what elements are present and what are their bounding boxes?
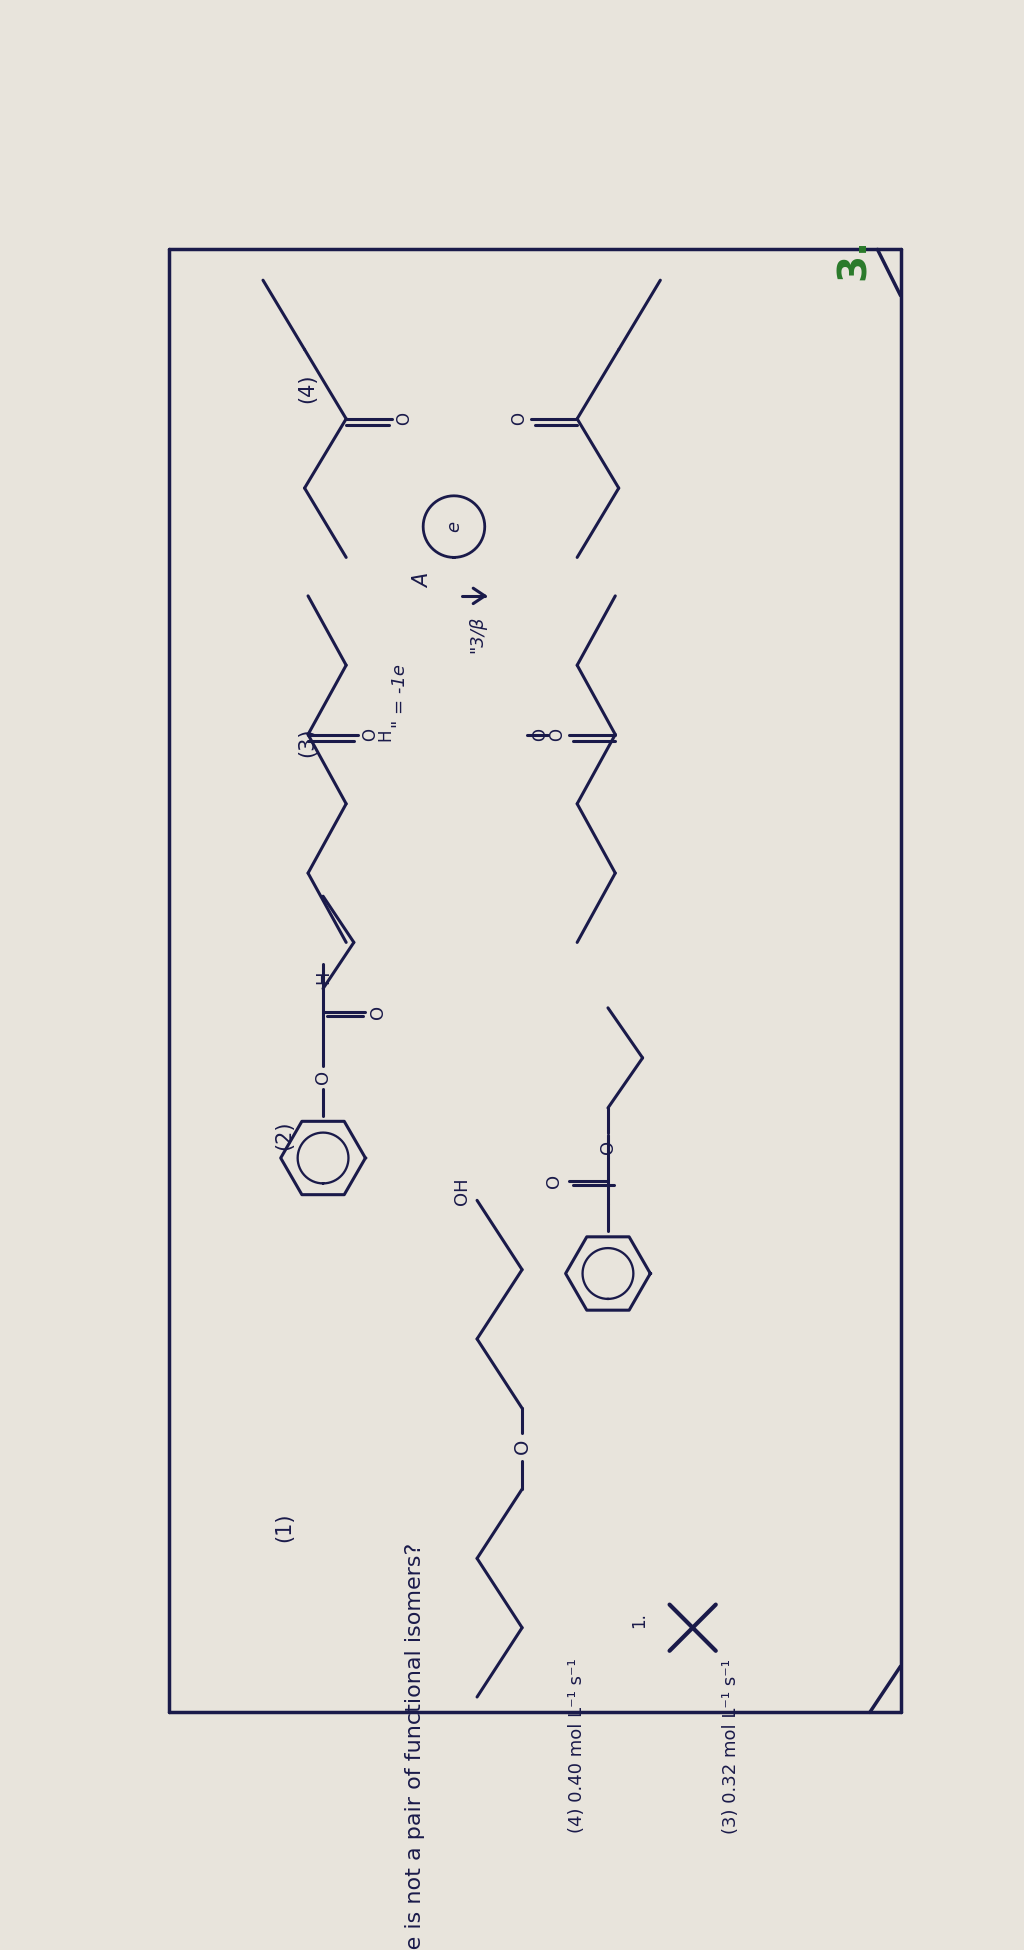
Text: H: H <box>376 727 394 741</box>
Text: O: O <box>370 1004 387 1018</box>
Text: (3): (3) <box>298 727 317 757</box>
Text: (4): (4) <box>298 372 317 404</box>
Text: O: O <box>545 1174 563 1188</box>
Text: (4) 0.40 mol L⁻¹ s⁻¹: (4) 0.40 mol L⁻¹ s⁻¹ <box>568 1659 586 1833</box>
Text: " = -1e: " = -1e <box>391 665 409 727</box>
Text: O: O <box>513 1439 531 1455</box>
Text: O: O <box>314 1071 332 1084</box>
Text: O: O <box>360 727 379 741</box>
Text: 3.: 3. <box>836 238 873 281</box>
Text: O: O <box>395 411 413 425</box>
Text: O: O <box>510 411 528 425</box>
Text: e: e <box>445 521 463 532</box>
Text: (2): (2) <box>274 1119 295 1150</box>
Text: A: A <box>413 573 433 587</box>
Text: (1): (1) <box>274 1513 295 1542</box>
Text: O: O <box>549 727 566 741</box>
Text: O: O <box>530 727 549 741</box>
Text: O: O <box>599 1139 616 1154</box>
Text: 1.: 1. <box>630 1613 648 1628</box>
Text: Which one is not a pair of functional isomers?: Which one is not a pair of functional is… <box>406 1542 425 1950</box>
Text: (3) 0.32 mol L⁻¹ s⁻¹: (3) 0.32 mol L⁻¹ s⁻¹ <box>722 1659 740 1833</box>
Text: "3/β: "3/β <box>468 616 486 653</box>
Text: H: H <box>314 971 332 985</box>
Text: OH: OH <box>453 1178 471 1205</box>
